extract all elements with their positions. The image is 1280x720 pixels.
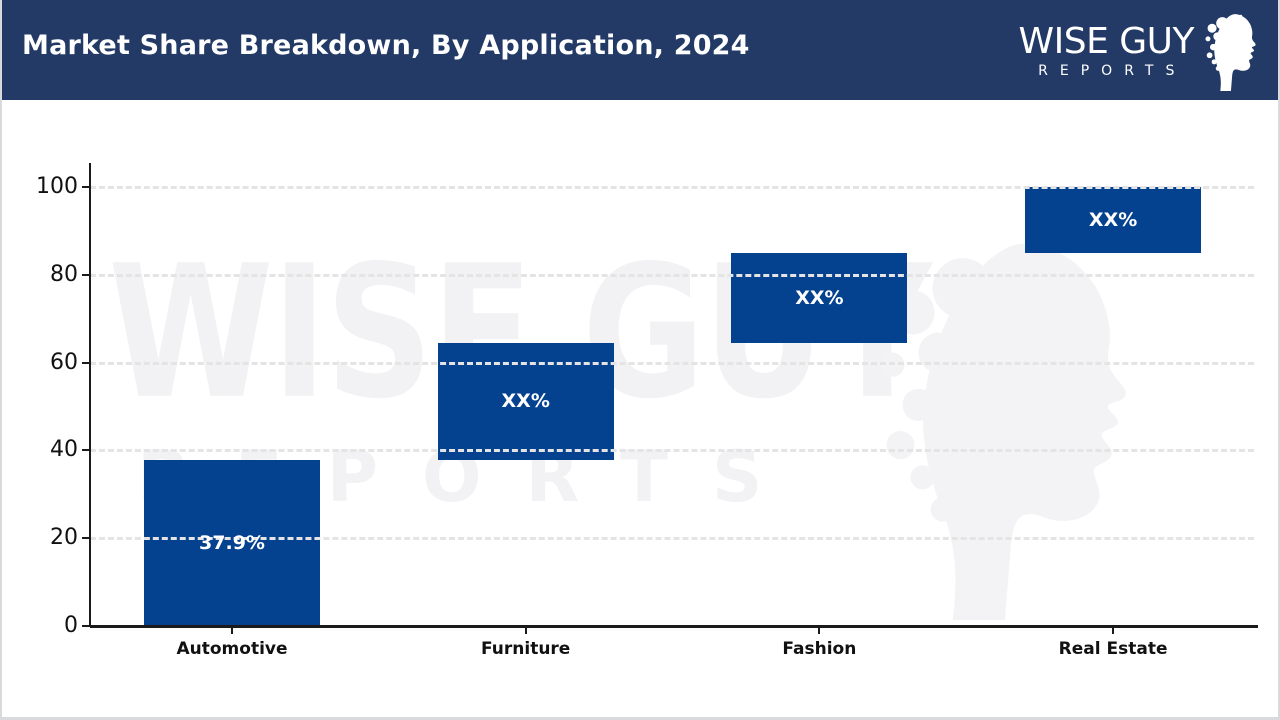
- watermark-head-icon: [864, 228, 1166, 620]
- y-tick-label: 0: [64, 613, 78, 638]
- gridline: [90, 273, 1254, 277]
- bar-fashion: [731, 252, 908, 343]
- x-tick-mark: [1112, 627, 1115, 634]
- gridline: [90, 537, 1254, 541]
- x-tick-mark: [524, 627, 527, 634]
- y-tick-label: 60: [50, 349, 78, 375]
- y-tick-mark: [82, 186, 90, 188]
- category-label-automotive: Automotive: [176, 639, 288, 659]
- y-tick-mark: [82, 537, 90, 540]
- brand-logo: WISE GUY REPORTS: [1019, 11, 1265, 91]
- x-tick-mark: [818, 627, 821, 634]
- bar-automotive: [144, 459, 320, 626]
- bar-real-estate: [1025, 187, 1202, 253]
- brand-head-icon: [1202, 11, 1264, 91]
- gridline: [90, 361, 1254, 365]
- header: Market Share Breakdown, By Application, …: [2, 0, 1278, 100]
- brand-text: WISE GUY REPORTS: [1018, 21, 1195, 79]
- bar-value-label: 37.9%: [199, 531, 265, 554]
- brand-name: WISE GUY: [1018, 21, 1195, 62]
- x-tick-mark: [231, 627, 233, 634]
- brand-tagline: REPORTS: [1038, 63, 1187, 79]
- x-axis-line: [90, 625, 1258, 628]
- category-label-real-estate: Real Estate: [1058, 639, 1168, 659]
- category-label-fashion: Fashion: [782, 639, 857, 659]
- y-tick-label: 80: [50, 261, 78, 287]
- chart-canvas: WISE GUY REPORTS 0 20 40 60 80 100 37.9% Automo…: [2, 100, 1278, 717]
- y-tick-mark: [82, 625, 90, 627]
- gridline: [90, 449, 1254, 453]
- y-axis-line: [88, 163, 91, 627]
- bar-value-label: XX%: [501, 390, 550, 413]
- y-tick-mark: [82, 361, 90, 364]
- chart-title: Market Share Breakdown, By Application, …: [22, 29, 750, 61]
- category-label-furniture: Furniture: [481, 639, 571, 659]
- y-tick-label: 20: [50, 525, 78, 551]
- gridline: [90, 186, 1254, 189]
- y-tick-mark: [82, 273, 90, 276]
- y-tick-label: 100: [36, 174, 78, 199]
- bar-value-label: XX%: [1088, 208, 1138, 231]
- y-tick-mark: [82, 449, 90, 452]
- bar-value-label: XX%: [795, 286, 844, 309]
- y-tick-label: 40: [50, 437, 78, 463]
